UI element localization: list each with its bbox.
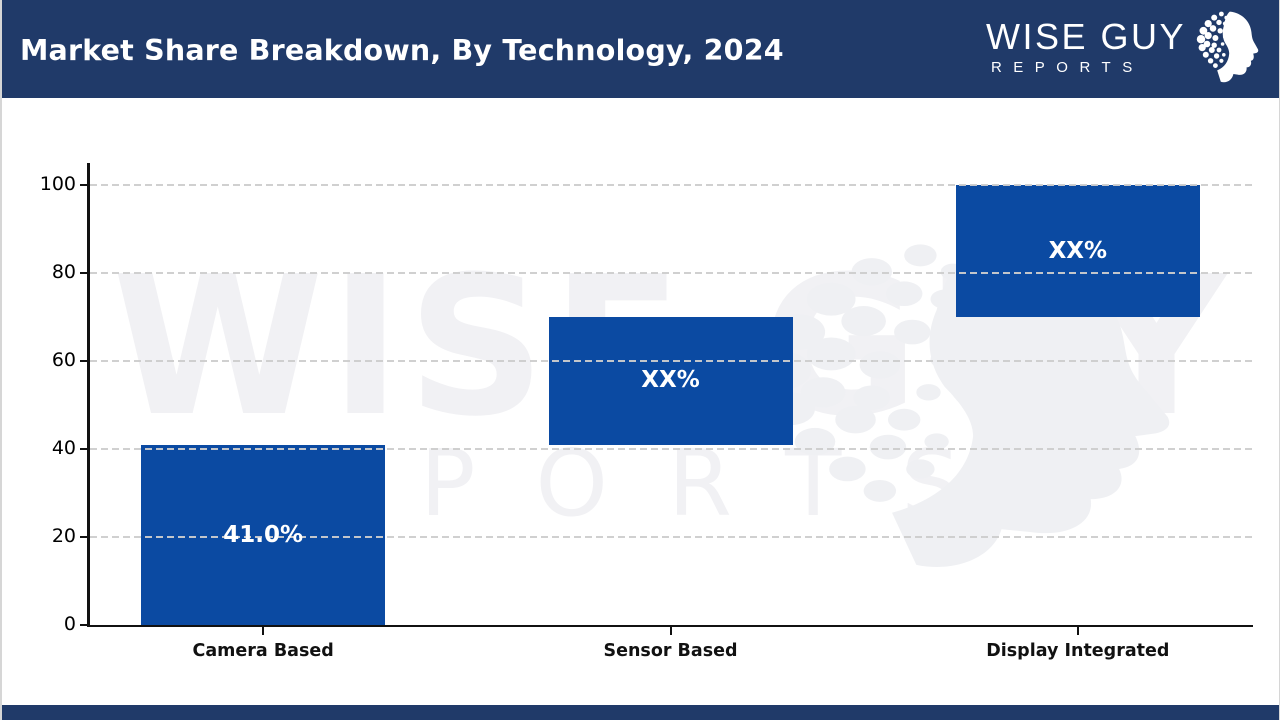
y-tick-mark [80,184,88,186]
y-tick-mark [80,448,88,450]
y-tick-label: 100 [39,173,76,195]
bar-value-label: 41.0% [223,521,304,548]
y-tick-label: 20 [51,525,76,547]
x-category-label: Display Integrated [986,641,1170,661]
logo-brand-sub: REPORTS [990,58,1144,76]
chart-title: Market Share Breakdown, By Technology, 2… [20,34,784,67]
y-tick-mark [80,536,88,538]
image-left-border [0,0,2,720]
x-tick-mark [669,627,672,635]
image-right-border [1278,0,1280,720]
x-tick-mark [262,627,265,635]
wise-guy-logo: WISE GUY REPORTS [986,8,1268,86]
logo-text: WISE GUY REPORTS [986,18,1186,76]
gridline-100 [90,184,1253,186]
y-tick-label: 40 [51,437,76,459]
bar-value-label: XX% [1048,238,1108,264]
head-logo-icon [1188,8,1268,86]
x-axis-line [87,624,1253,627]
bar-display-integrated [955,185,1200,317]
x-category-label: Sensor Based [603,641,738,661]
footer-bar [0,705,1280,720]
y-tick-label: 60 [51,349,76,371]
x-category-label: Camera Based [192,641,334,661]
y-tick-mark [80,360,88,362]
bar-sensor-based [548,317,793,445]
bar-camera-based [141,444,386,625]
gridline-60 [90,360,1253,362]
gridline-80 [90,272,1253,274]
y-tick-mark [80,624,88,626]
y-tick-label: 80 [51,261,76,283]
y-tick-label: 0 [63,613,76,635]
x-tick-mark [1076,627,1079,635]
bar-value-label: XX% [641,367,700,393]
header-bar: Market Share Breakdown, By Technology, 2… [0,0,1280,98]
y-axis-line [87,163,90,626]
logo-brand-name: WISE GUY [985,16,1186,58]
y-tick-mark [80,272,88,274]
gridline-20 [90,536,1253,538]
gridline-40 [90,448,1253,450]
